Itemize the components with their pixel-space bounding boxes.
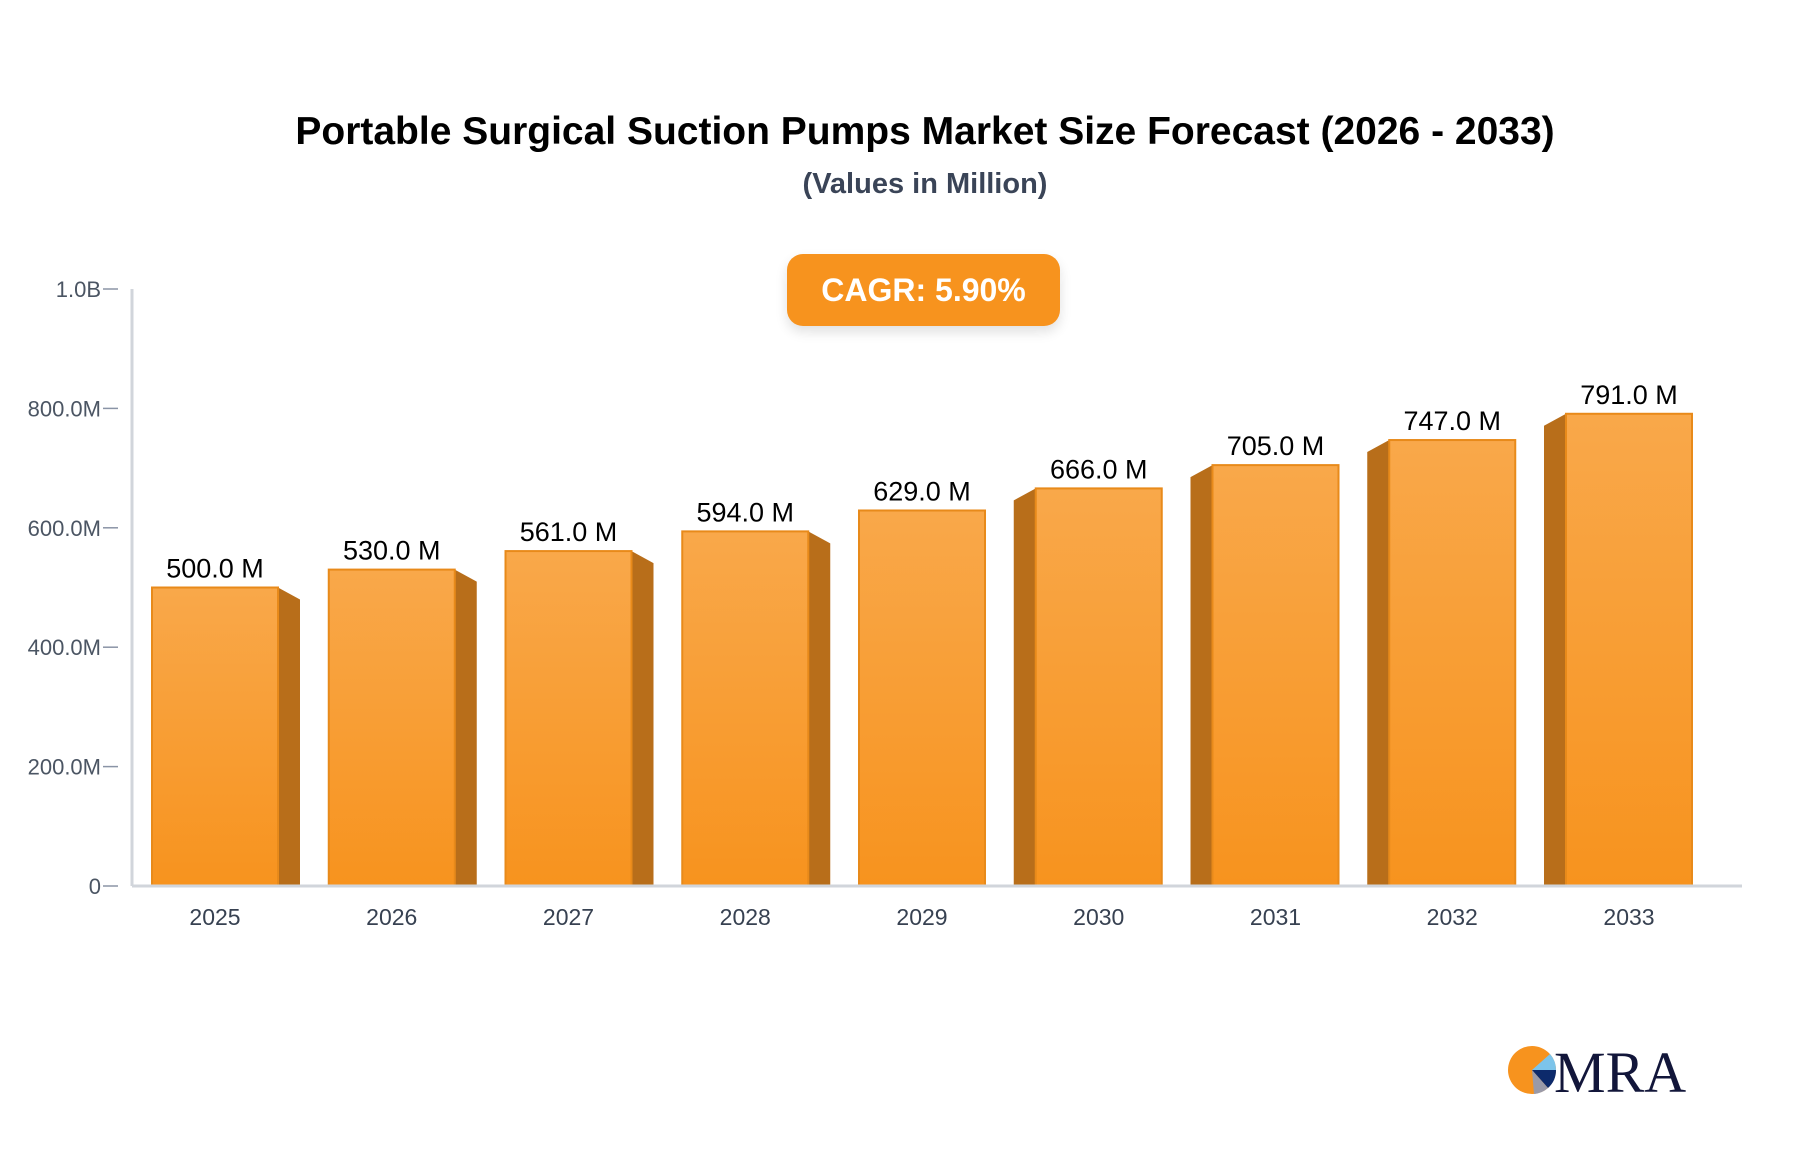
y-tick-label: 800.0M [28, 396, 101, 421]
cagr-badge: CAGR: 5.90% [787, 254, 1060, 326]
bar-2027 [504, 550, 633, 887]
y-tick-label: 600.0M [28, 516, 101, 541]
bar-2025 [151, 586, 279, 887]
x-tick-label: 2030 [1073, 904, 1124, 930]
data-label: 791.0 M [1580, 380, 1678, 410]
y-tick-label: 1.0B [56, 277, 101, 302]
data-label: 705.0 M [1227, 431, 1325, 461]
data-label: 747.0 M [1403, 406, 1501, 436]
x-tick-label: 2029 [896, 904, 947, 930]
x-tick-label: 2026 [366, 904, 417, 930]
bar-2028 [681, 530, 810, 888]
bar-side [1190, 465, 1213, 886]
chart-title: Portable Surgical Suction Pumps Market S… [295, 110, 1555, 153]
y-tick-label: 400.0M [28, 635, 101, 660]
data-label: 666.0 M [1050, 454, 1148, 484]
x-tick-label: 2028 [720, 904, 771, 930]
bar-side [808, 531, 831, 886]
bar-side [278, 587, 300, 886]
bar-side [631, 551, 654, 886]
bar-side [1544, 413, 1566, 886]
y-tick-label: 0 [89, 874, 101, 899]
svg-text:MRA: MRA [1554, 1040, 1686, 1100]
mra-logo: MRA [1506, 1040, 1696, 1100]
data-label: 629.0 M [873, 476, 971, 506]
data-label: 594.0 M [696, 497, 794, 527]
data-label: 561.0 M [520, 517, 618, 547]
bar-side [1367, 440, 1390, 886]
y-tick-label: 200.0M [28, 755, 101, 780]
bar-2029 [858, 509, 986, 887]
bar-side [454, 569, 477, 886]
chart-subtitle: (Values in Million) [802, 168, 1048, 200]
bar-2030 [1034, 487, 1163, 887]
bar-2031 [1211, 464, 1340, 887]
x-tick-label: 2032 [1427, 904, 1478, 930]
data-label: 500.0 M [166, 554, 264, 584]
bar-side [1013, 488, 1036, 886]
x-tick-label: 2031 [1250, 904, 1301, 930]
bar-2026 [327, 568, 456, 888]
bar-2032 [1388, 439, 1517, 887]
x-tick-label: 2027 [543, 904, 594, 930]
x-tick-label: 2033 [1603, 904, 1654, 930]
bar-2033 [1565, 412, 1693, 887]
x-tick-label: 2025 [189, 904, 240, 930]
data-label: 530.0 M [343, 536, 441, 566]
